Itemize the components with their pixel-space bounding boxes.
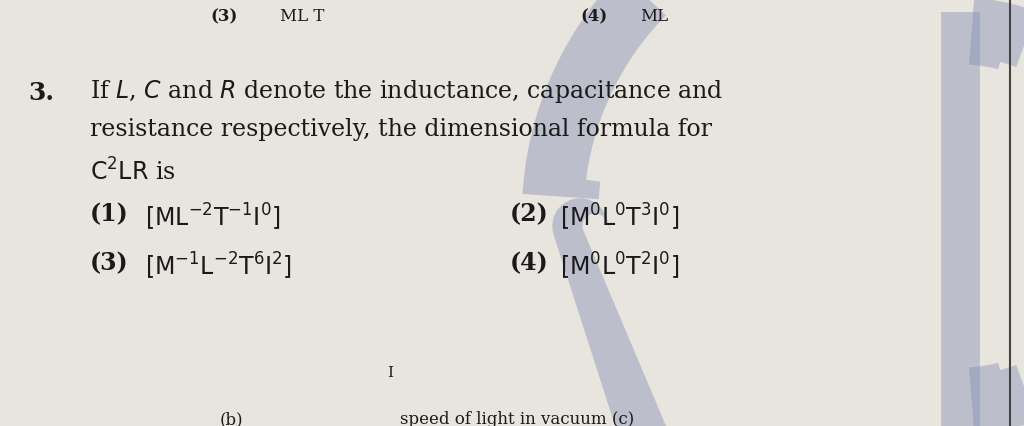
Text: $\mathrm{C}^{2}\mathrm{LR}$ is: $\mathrm{C}^{2}\mathrm{LR}$ is bbox=[90, 158, 175, 185]
Text: speed of light in vacuum (c): speed of light in vacuum (c) bbox=[400, 411, 634, 426]
Text: (b): (b) bbox=[220, 411, 244, 426]
Text: resistance respectively, the dimensional formula for: resistance respectively, the dimensional… bbox=[90, 118, 712, 141]
Text: ML: ML bbox=[640, 8, 668, 25]
Text: (2): (2) bbox=[510, 202, 549, 226]
Text: $[\mathrm{ML}^{-2}\mathrm{T}^{-1}\mathrm{I}^{0}]$: $[\mathrm{ML}^{-2}\mathrm{T}^{-1}\mathrm… bbox=[145, 202, 281, 233]
Text: (4): (4) bbox=[510, 251, 549, 275]
Text: (3): (3) bbox=[90, 251, 129, 275]
Text: $[\mathrm{M}^{0}\mathrm{L}^{0}\mathrm{T}^{3}\mathrm{I}^{0}]$: $[\mathrm{M}^{0}\mathrm{L}^{0}\mathrm{T}… bbox=[560, 202, 679, 233]
Text: ML T: ML T bbox=[280, 8, 325, 25]
Text: (1): (1) bbox=[90, 202, 129, 226]
Text: I: I bbox=[387, 366, 393, 380]
Text: If $L$, $C$ and $R$ denote the inductance, capacitance and: If $L$, $C$ and $R$ denote the inductanc… bbox=[90, 78, 723, 105]
Text: $[\mathrm{M}^{0}\mathrm{L}^{0}\mathrm{T}^{2}\mathrm{I}^{0}]$: $[\mathrm{M}^{0}\mathrm{L}^{0}\mathrm{T}… bbox=[560, 251, 679, 282]
Text: (3): (3) bbox=[210, 8, 238, 25]
Text: (4): (4) bbox=[580, 8, 607, 25]
Text: 3.: 3. bbox=[28, 81, 54, 105]
Text: $[\mathrm{M}^{-1}\mathrm{L}^{-2}\mathrm{T}^{6}\mathrm{I}^{2}]$: $[\mathrm{M}^{-1}\mathrm{L}^{-2}\mathrm{… bbox=[145, 251, 292, 282]
